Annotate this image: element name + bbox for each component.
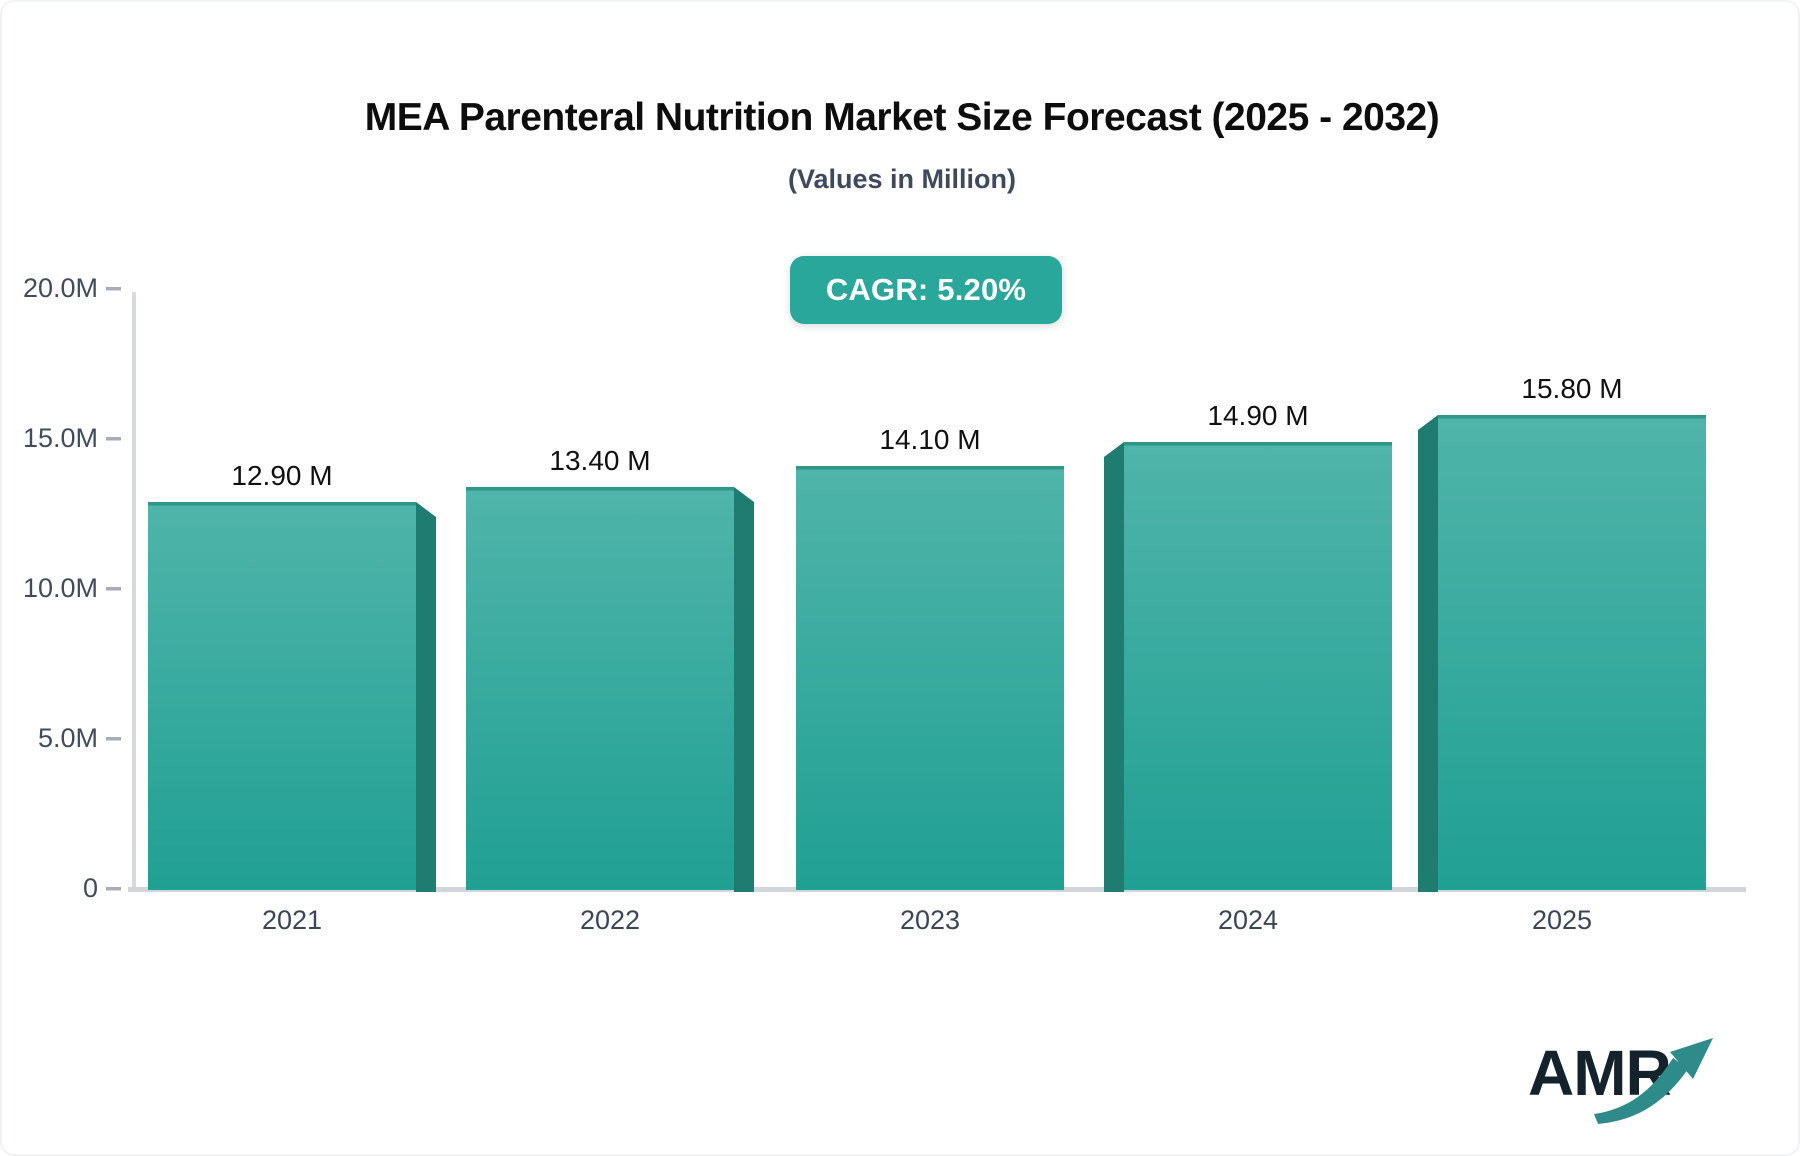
bar-side-2021 xyxy=(416,502,436,892)
bar-top-edge-2022 xyxy=(466,487,734,491)
y-axis-label-0: 0 xyxy=(82,873,98,903)
bar-side-2025 xyxy=(1418,415,1438,892)
y-axis-label-20.0M: 20.0M xyxy=(22,273,98,303)
bar-value-label-2022: 13.40 M xyxy=(549,445,651,476)
bar-top-edge-2021 xyxy=(148,502,416,506)
amr-logo-arrow-swoosh xyxy=(1594,1058,1688,1124)
y-axis-tick xyxy=(106,887,121,891)
y-axis-label-10.0M: 10.0M xyxy=(22,573,98,603)
bar-value-label-2021: 12.90 M xyxy=(231,460,333,491)
y-axis-tick xyxy=(106,437,121,441)
chart-subtitle: (Values in Million) xyxy=(787,164,1017,194)
x-axis-label-2024: 2024 xyxy=(1217,905,1279,935)
bar-top-edge-2025 xyxy=(1438,415,1706,419)
y-axis-tick xyxy=(106,737,121,741)
y-axis-tick xyxy=(106,587,121,591)
bar-value-label-2024: 14.90 M xyxy=(1207,400,1309,431)
y-axis-label-5.0M: 5.0M xyxy=(37,723,98,753)
x-axis-label-2023: 2023 xyxy=(899,905,961,935)
bar-top-edge-2023 xyxy=(796,466,1064,470)
bar-side-2022 xyxy=(734,487,754,892)
bar-value-label-2023: 14.10 M xyxy=(879,424,981,455)
cagr-badge-label: CAGR: 5.20% xyxy=(825,272,1027,307)
cagr-badge: CAGR: 5.20% xyxy=(790,256,1062,324)
bar-face-2022 xyxy=(466,487,734,890)
x-axis-label-2021: 2021 xyxy=(261,905,323,935)
bar-value-label-2025: 15.80 M xyxy=(1521,373,1623,404)
bar-top-edge-2024 xyxy=(1124,442,1392,446)
amr-logo: AMR xyxy=(1528,1037,1713,1124)
chart-title: MEA Parenteral Nutrition Market Size For… xyxy=(364,96,1440,139)
bar-face-2023 xyxy=(796,466,1064,890)
x-axis-label-2022: 2022 xyxy=(579,905,641,935)
x-axis-label-2025: 2025 xyxy=(1531,905,1593,935)
bar-side-2024 xyxy=(1104,442,1124,892)
bar-face-2021 xyxy=(148,502,416,890)
bar-face-2024 xyxy=(1124,442,1392,890)
bar-face-2025 xyxy=(1438,415,1706,890)
y-axis-label-15.0M: 15.0M xyxy=(22,423,98,453)
amr-logo-arrowhead-icon xyxy=(1670,1038,1713,1079)
y-axis-tick xyxy=(106,287,121,291)
y-axis-line xyxy=(132,292,136,891)
